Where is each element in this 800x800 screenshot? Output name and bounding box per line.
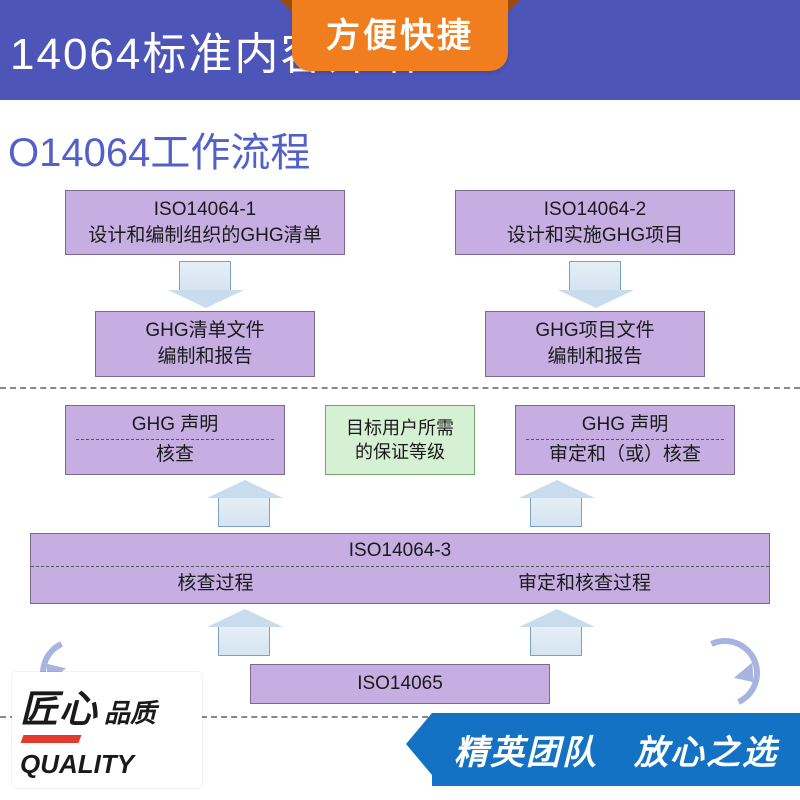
stamp-en: QUALITY xyxy=(20,749,194,780)
right-step1-body: 设计和实施GHG项目 xyxy=(466,223,724,249)
assurance-band: GHG 声明 核查 目标用户所需 的保证等级 GHG 声明 审定和（或）核查 I… xyxy=(0,387,800,719)
right-decl-l2: 审定和（或）核查 xyxy=(526,442,724,468)
left-step2-l2: 编制和报告 xyxy=(106,344,304,370)
right-step2-l2: 编制和报告 xyxy=(496,344,694,370)
right-step1-hdr: ISO14064-2 xyxy=(466,197,724,223)
stamp-big: 匠心 xyxy=(20,678,98,733)
left-step2: GHG清单文件 编制和报告 xyxy=(95,311,315,376)
stamp-small: 品质 xyxy=(104,693,156,730)
stamp-accent xyxy=(21,735,82,743)
assurance-level: 目标用户所需 的保证等级 xyxy=(325,405,475,476)
right-declaration: GHG 声明 审定和（或）核查 xyxy=(515,405,735,475)
flow-columns: ISO14064-1 设计和编制组织的GHG清单 GHG清单文件 编制和报告 I… xyxy=(0,190,800,377)
corner-stamp: 匠心 品质 QUALITY xyxy=(12,672,202,788)
left-declaration: GHG 声明 核查 xyxy=(65,405,285,475)
iso3-right: 审定和核查过程 xyxy=(400,564,769,603)
iso14064-3-box: ISO14064-3 核查过程 审定和核查过程 xyxy=(30,533,770,604)
banner-text: 精英团队 放心之选 xyxy=(432,713,800,786)
arrow-up-icon xyxy=(530,626,582,656)
right-step2: GHG项目文件 编制和报告 xyxy=(485,311,705,376)
arrow-down-icon xyxy=(569,261,621,291)
arrow-up-icon xyxy=(218,497,270,527)
right-decl-l1: GHG 声明 xyxy=(526,412,724,438)
iso14065-box: ISO14065 xyxy=(250,664,550,704)
top-badge: 方便快捷 xyxy=(292,0,508,71)
left-step2-l1: GHG清单文件 xyxy=(106,318,304,344)
right-step1: ISO14064-2 设计和实施GHG项目 xyxy=(455,190,735,255)
left-step1-hdr: ISO14064-1 xyxy=(76,197,334,223)
right-column: ISO14064-2 设计和实施GHG项目 GHG项目文件 编制和报告 xyxy=(455,190,735,377)
iso3-header: ISO14064-3 xyxy=(31,534,769,564)
iso3-left: 核查过程 xyxy=(31,564,400,603)
left-step1-body: 设计和编制组织的GHG清单 xyxy=(76,223,334,249)
subtitle: O14064工作流程 xyxy=(0,100,800,190)
arrow-up-icon xyxy=(530,497,582,527)
left-decl-l1: GHG 声明 xyxy=(76,412,274,438)
left-column: ISO14064-1 设计和编制组织的GHG清单 GHG清单文件 编制和报告 xyxy=(65,190,345,377)
assurance-l2: 的保证等级 xyxy=(336,440,464,464)
bottom-banner: 精英团队 放心之选 xyxy=(406,713,800,786)
assurance-l1: 目标用户所需 xyxy=(336,416,464,440)
right-step2-l1: GHG项目文件 xyxy=(496,318,694,344)
left-decl-l2: 核查 xyxy=(76,442,274,468)
left-step1: ISO14064-1 设计和编制组织的GHG清单 xyxy=(65,190,345,255)
arrow-down-icon xyxy=(179,261,231,291)
arrow-up-icon xyxy=(218,626,270,656)
